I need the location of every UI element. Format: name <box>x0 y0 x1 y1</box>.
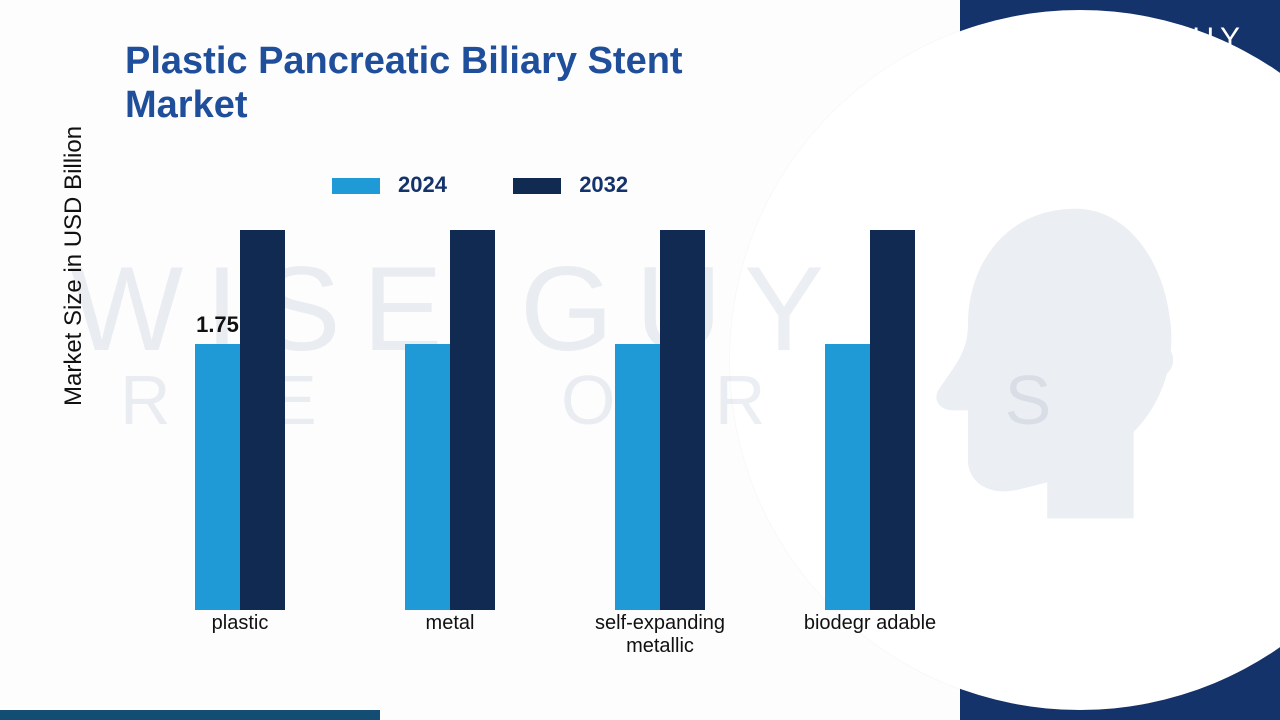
legend: 2024 2032 <box>0 172 960 198</box>
bottom-accent-bar <box>0 710 380 720</box>
brand-logo: WISE GUY R E P O R T S <box>1013 22 1246 76</box>
brand-logo-line1: WISE GUY <box>1013 22 1246 56</box>
chart-title: Plastic Pancreatic Biliary Stent Market <box>125 40 805 127</box>
bar-chart: 1.75 plasticmetalself-expanding metallic… <box>140 230 960 650</box>
legend-label-2024: 2024 <box>398 172 447 197</box>
bar-2024 <box>405 344 450 610</box>
category-label: self-expanding metallic <box>575 612 745 658</box>
bar-2032 <box>450 230 495 610</box>
brand-head-icon <box>930 20 1020 115</box>
legend-swatch-2032 <box>513 178 561 194</box>
value-label: 1.75 <box>196 312 239 338</box>
bar-2032 <box>660 230 705 610</box>
bar-2032 <box>870 230 915 610</box>
legend-item-2032: 2032 <box>513 172 628 198</box>
y-axis-label: Market Size in USD Billion <box>60 126 88 406</box>
category-label: plastic <box>155 612 325 635</box>
bar-2024 <box>195 344 240 610</box>
legend-label-2032: 2032 <box>579 172 628 197</box>
chart-canvas: WISE GUY R E P O R T S WISE GUY R E P O … <box>0 0 1280 720</box>
legend-item-2024: 2024 <box>332 172 447 198</box>
legend-swatch-2024 <box>332 178 380 194</box>
brand-logo-line2: R E P O R T S <box>1013 58 1246 76</box>
bar-2024 <box>615 344 660 610</box>
category-label: metal <box>365 612 535 635</box>
bar-2032 <box>240 230 285 610</box>
category-label: biodegr adable <box>785 612 955 635</box>
bar-2024 <box>825 344 870 610</box>
plot-area: 1.75 <box>140 230 960 610</box>
